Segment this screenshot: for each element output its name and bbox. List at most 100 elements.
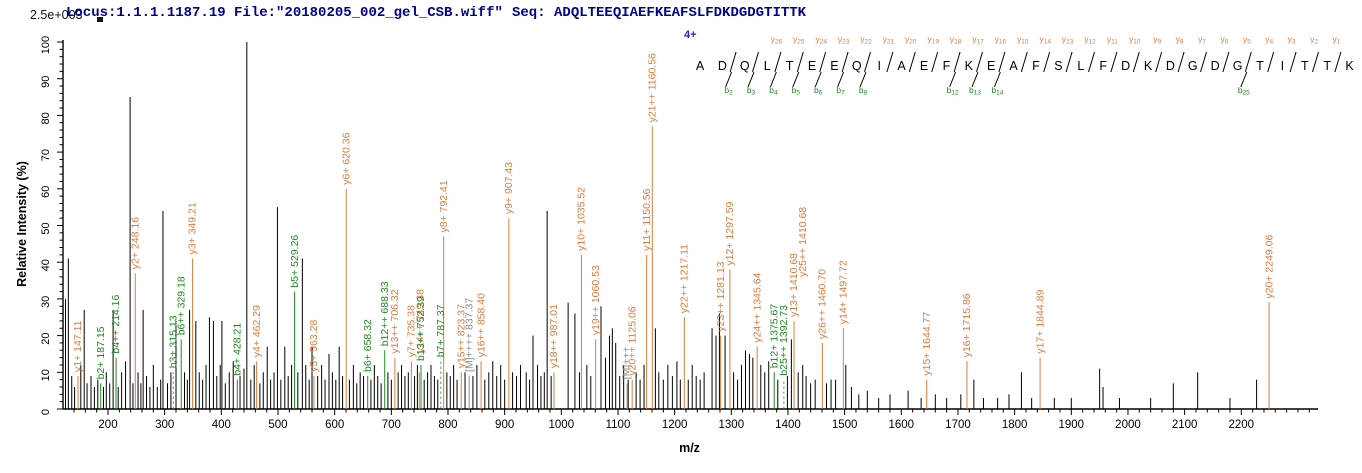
fragment-cut-mark-b	[769, 71, 777, 88]
ladder-residue: I	[1281, 59, 1284, 73]
ui-artifact-square	[97, 17, 103, 22]
fragment-cut-mark	[931, 51, 939, 73]
x-tick-label: 1100	[606, 419, 631, 431]
x-tick-label: 1800	[1002, 419, 1028, 431]
ladder-b-ion-label: b7	[836, 85, 845, 97]
y-ions-peak-label: y2+ 248.16	[129, 217, 141, 269]
fragment-cut-mark	[1222, 51, 1230, 73]
ladder-residue: K	[1144, 59, 1153, 73]
fragment-cut-mark	[886, 51, 894, 73]
y-ions-peak-label: y15++ 823.37	[455, 304, 467, 368]
fragment-cut-mark-b	[725, 71, 733, 88]
y-ions-peak-label: y12+ 1297.59	[724, 201, 736, 265]
fragment-cut-mark	[1043, 51, 1051, 73]
y-tick-label: 0	[40, 409, 52, 415]
ladder-y-ion-label: y21	[883, 34, 895, 46]
fragment-cut-mark-b	[814, 71, 822, 88]
fragment-cut-mark-b	[747, 71, 755, 88]
fragment-cut-mark	[1200, 51, 1207, 73]
sequence-text: ADQLTEEQIAEFKEAFSLFDKDGDGTITTK	[554, 5, 807, 21]
y-ions-peak-label: y10+ 1035.52	[576, 187, 588, 251]
ladder-b-ion-label: b3	[747, 85, 756, 97]
ladder-residue: Q	[852, 59, 862, 73]
ladder-y-ion-label: y15	[1017, 34, 1029, 46]
x-tick-label: 1700	[945, 419, 971, 431]
ladder-y-ion-label: y12	[1084, 34, 1096, 46]
y-ions-peak-label: y15+ 1644.77	[921, 312, 933, 376]
ladder-residue: D	[1121, 59, 1130, 73]
y-ions-peak-label: y4+ 462.29	[251, 305, 263, 357]
y-tick-label: 100	[40, 36, 52, 54]
ladder-y-ion-label: y9	[1153, 34, 1161, 46]
ladder-residue: T	[786, 59, 794, 73]
y-ions-peak-label: y6+ 620.36	[340, 132, 352, 184]
fragment-cut-mark	[1088, 51, 1095, 73]
ladder-y-ion-label: y20	[905, 34, 917, 46]
y-ions-peak-label: y5+ 563.28	[308, 320, 320, 372]
ladder-residue: F	[1099, 59, 1107, 73]
fragment-cut-mark-b	[792, 71, 800, 88]
ladder-y-ion-label: y11	[1107, 34, 1118, 46]
x-tick-label: 2200	[1229, 419, 1255, 431]
ladder-residue: A	[696, 59, 705, 73]
fragment-cut-mark-b	[993, 71, 1001, 88]
ladder-y-ion-label: y25	[793, 34, 805, 46]
y-tick-label: 40	[40, 259, 52, 271]
y-ions-peak-label: y18++ 987.01	[548, 304, 560, 368]
y-ions-peak-label: y23++ 1281.13	[715, 261, 727, 331]
fragment-cut-mark	[908, 51, 916, 73]
fragment-cut-mark	[864, 51, 871, 73]
x-tick-label: 200	[98, 419, 117, 431]
ladder-b-ion-label: b2	[724, 85, 733, 97]
fragment-cut-mark-b	[1240, 71, 1248, 88]
ladder-residue: E	[920, 59, 928, 73]
precursor-peak-label: [M]++++ 837.37	[463, 298, 475, 372]
ladder-residue: E	[808, 59, 816, 73]
y-ions-peak-label: y14++ 749.38	[415, 289, 427, 353]
ladder-residue: I	[877, 59, 880, 73]
y-ions-peak-label: y20+ 2249.06	[1263, 234, 1275, 298]
fragment-cut-mark	[976, 51, 983, 73]
fragment-cut-mark	[796, 51, 804, 73]
y-ions-peak-label: y16++ 858.40	[475, 293, 487, 357]
y-tick-label: 60	[40, 186, 52, 198]
ladder-y-ion-label: y17	[972, 34, 984, 46]
ladder-y-ion-label: y13	[1062, 34, 1074, 46]
ladder-b-ion-label: b8	[859, 85, 868, 97]
x-tick-label: 600	[325, 419, 344, 431]
x-tick-label: 400	[212, 419, 231, 431]
ladder-residue: K	[965, 59, 974, 73]
seq-prefix: Seq:	[512, 5, 555, 21]
ladder-residue: G	[1233, 59, 1243, 73]
ladder-y-ion-label: y3	[1288, 34, 1296, 46]
ladder-residue: S	[1054, 59, 1062, 73]
b-ions-peak-label: b4++ 214.16	[110, 294, 122, 353]
fragment-cut-mark-b	[837, 71, 845, 88]
x-tick-label: 300	[155, 419, 174, 431]
ladder-b-ion-label: b25	[1238, 85, 1250, 97]
x-tick-label: 800	[438, 419, 457, 431]
y-ions-peak-label: y25++ 1410.68	[797, 207, 809, 277]
y-ions-peak-label: y8+ 792.41	[438, 180, 450, 232]
x-tick-label: 1300	[719, 419, 745, 431]
ladder-y-ion-label: y5	[1243, 34, 1251, 46]
ladder-residue: G	[1188, 59, 1198, 73]
fragment-cut-mark	[841, 51, 849, 73]
ladder-y-ion-label: y4	[1265, 34, 1273, 46]
ladder-residue: T	[1301, 59, 1309, 73]
fragment-cut-mark	[774, 51, 782, 73]
ladder-y-ion-label: y1	[1332, 34, 1340, 46]
ladder-b-ion-label: b14	[991, 85, 1003, 97]
fragment-cut-mark	[1110, 51, 1118, 73]
y-ions-peak-label: y19++ 1060.53	[590, 265, 602, 335]
precursor-charge-label: 4+	[684, 29, 697, 41]
ladder-residue: D	[1211, 59, 1220, 73]
ladder-residue: D	[1166, 59, 1175, 73]
fragment-cut-mark	[1312, 51, 1319, 73]
fragment-cut-mark-b	[859, 71, 867, 88]
x-tick-label: 1000	[549, 419, 575, 431]
y-ions-peak-label: y11+ 1150.56	[641, 188, 653, 251]
y-tick-label: 30	[40, 296, 52, 308]
fragment-cut-mark-b	[949, 71, 957, 88]
